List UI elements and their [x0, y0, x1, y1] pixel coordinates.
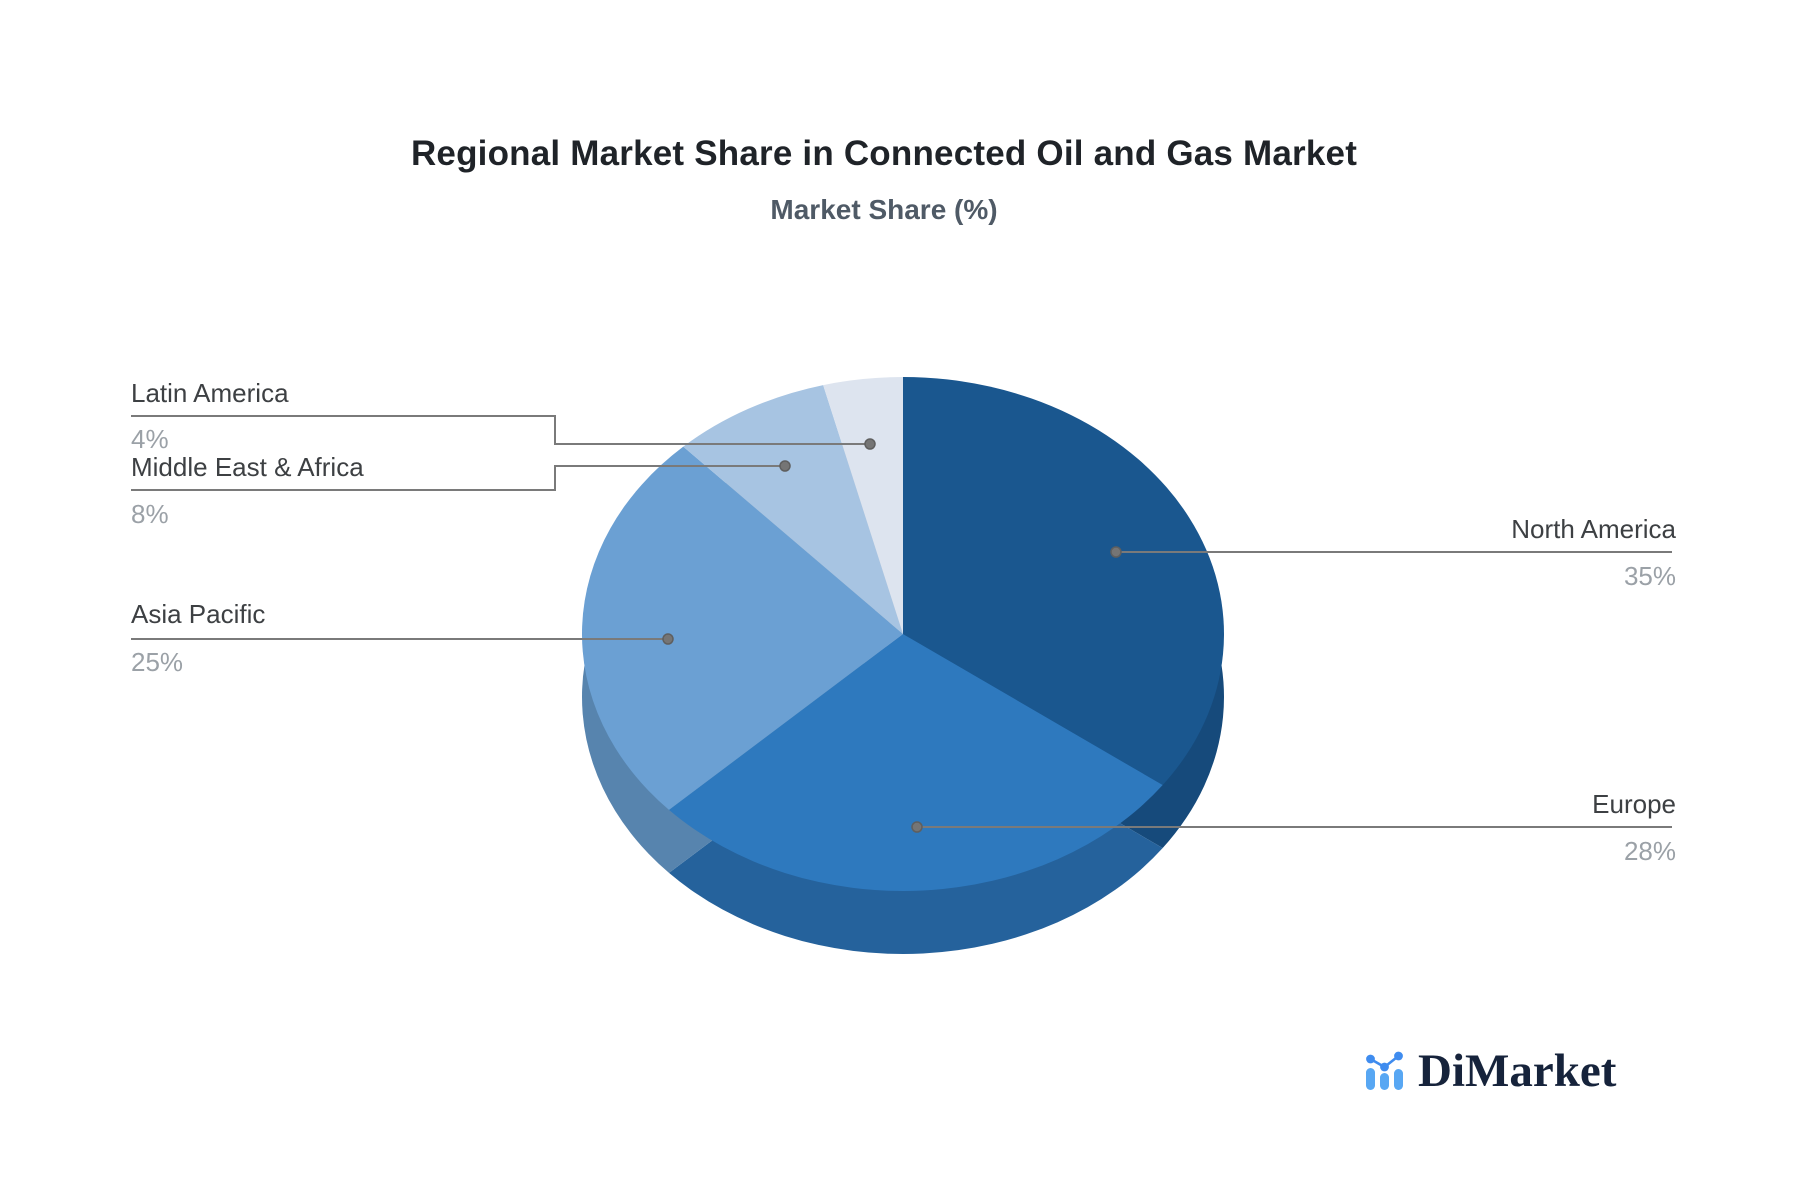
label-asia-pacific: Asia Pacific [131, 599, 266, 629]
pie-slice-middle-east-africa[interactable] [683, 385, 903, 634]
logo-dot-3 [1394, 1051, 1403, 1061]
callout-dot-asia-pacific [662, 633, 674, 645]
callout-dot-europe [911, 821, 923, 833]
chart-title: Regional Market Share in Connected Oil a… [410, 134, 1358, 173]
pie-slice-latin-america[interactable] [823, 377, 903, 634]
callout-dot-north-america [1110, 546, 1122, 558]
logo-bar-3 [1394, 1069, 1403, 1090]
logo-bar-2 [1380, 1073, 1389, 1090]
bar-chart-logo-icon [1366, 1051, 1403, 1090]
logo-dot-2 [1380, 1062, 1389, 1072]
label-europe: Europe [1592, 789, 1676, 819]
value-europe: 28% [1623, 836, 1676, 866]
callout-dot-middle-east-africa [779, 460, 791, 472]
value-middle-east-africa: 8% [131, 499, 169, 529]
label-latin-america: Latin America [131, 378, 289, 408]
value-north-america: 35% [1623, 561, 1676, 591]
logo-bar-1 [1366, 1068, 1375, 1090]
pie-slice-asia-pacific[interactable] [582, 446, 903, 810]
pie-slice-north-america[interactable] [903, 377, 1224, 786]
label-north-america: North America [1511, 514, 1676, 544]
callout-dot-latin-america [864, 438, 876, 450]
label-middle-east-africa: Middle East & Africa [131, 452, 364, 482]
callout-line-middle-east-africa [131, 465, 785, 491]
logo-dot-1 [1366, 1054, 1375, 1064]
callout-line-latin-america [131, 415, 870, 445]
dimarket-logo: DiMarket [1364, 1038, 1617, 1097]
value-latin-america: 4% [131, 424, 169, 454]
chart-subtitle: Market Share (%) [770, 194, 998, 225]
logo-text: DiMarket [1418, 1045, 1617, 1097]
value-asia-pacific: 25% [131, 647, 184, 677]
